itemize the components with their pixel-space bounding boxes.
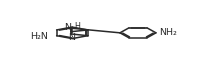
Text: NH₂: NH₂ bbox=[159, 28, 177, 37]
Text: N: N bbox=[68, 33, 75, 42]
Text: H: H bbox=[75, 22, 80, 31]
Text: N: N bbox=[64, 23, 71, 32]
Text: H₂N: H₂N bbox=[30, 32, 48, 41]
